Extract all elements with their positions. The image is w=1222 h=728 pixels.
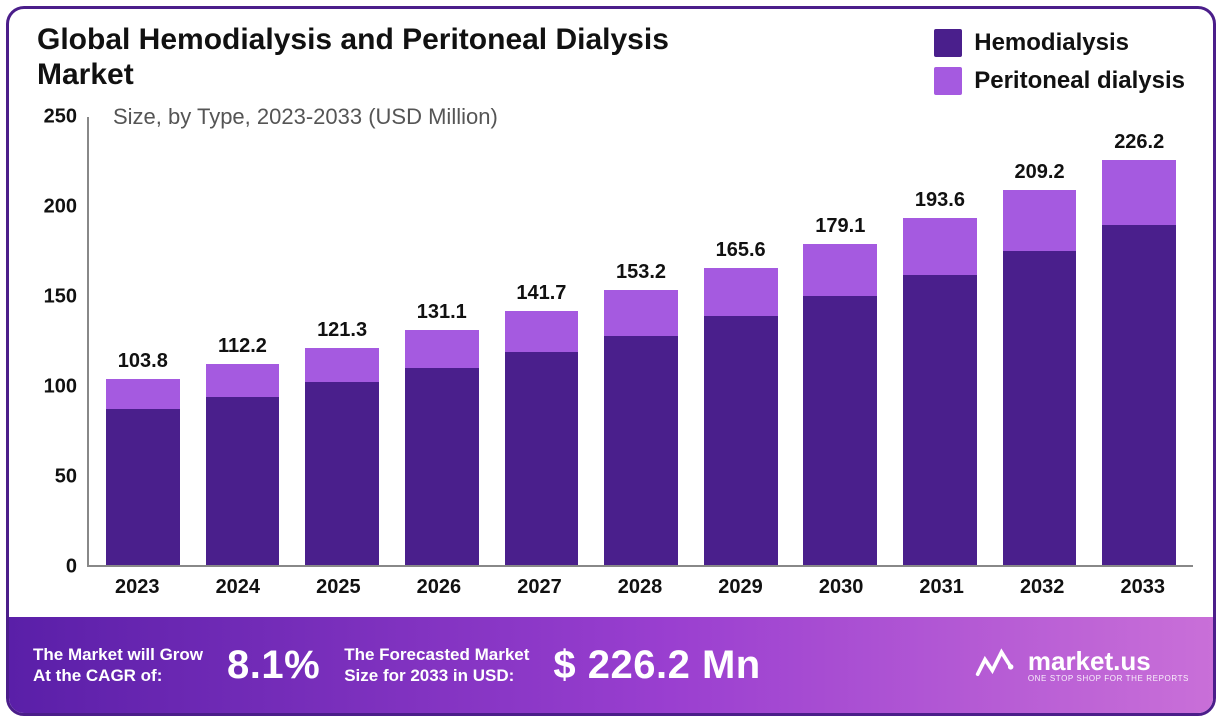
bar-segment-hemodialysis: [604, 336, 678, 565]
bar-segment-hemodialysis: [405, 368, 479, 565]
bar-segment-peritoneal: [704, 268, 778, 316]
bar-stack: [505, 117, 579, 565]
bar-segment-hemodialysis: [704, 316, 778, 565]
legend: Hemodialysis Peritoneal dialysis: [934, 23, 1185, 130]
bar-segment-peritoneal: [505, 311, 579, 352]
brand: market.us ONE STOP SHOP FOR THE REPORTS: [974, 643, 1189, 687]
bar-segment-hemodialysis: [903, 275, 977, 565]
bar-stack: [1102, 117, 1176, 565]
bars-container: 103.8112.2121.3131.1141.7153.2165.6179.1…: [89, 117, 1193, 565]
bar-segment-peritoneal: [305, 348, 379, 383]
cagr-value: 8.1%: [227, 643, 320, 688]
legend-label: Hemodialysis: [974, 29, 1129, 57]
bar-column: 209.2: [990, 117, 1090, 565]
bar-segment-hemodialysis: [803, 296, 877, 565]
y-tick: 0: [66, 556, 77, 579]
bar-total-label: 131.1: [392, 301, 492, 324]
bar-segment-hemodialysis: [106, 409, 180, 565]
cagr-label: The Market will GrowAt the CAGR of:: [33, 644, 203, 687]
bar-stack: [803, 117, 877, 565]
chart-title: Global Hemodialysis and Peritoneal Dialy…: [37, 23, 737, 92]
x-tick: 2025: [288, 576, 389, 599]
bar-column: 165.6: [691, 117, 791, 565]
bar-stack: [604, 117, 678, 565]
x-tick: 2029: [690, 576, 791, 599]
bar-segment-peritoneal: [206, 364, 280, 397]
bar-column: 141.7: [492, 117, 592, 565]
bar-total-label: 179.1: [790, 215, 890, 238]
x-tick: 2024: [188, 576, 289, 599]
y-tick: 200: [44, 196, 77, 219]
bar-segment-peritoneal: [604, 290, 678, 335]
x-tick: 2023: [87, 576, 188, 599]
legend-item-hemodialysis: Hemodialysis: [934, 29, 1185, 57]
bar-stack: [405, 117, 479, 565]
bar-total-label: 112.2: [193, 335, 293, 358]
x-tick: 2030: [791, 576, 892, 599]
x-tick: 2032: [992, 576, 1093, 599]
title-block: Global Hemodialysis and Peritoneal Dialy…: [37, 23, 737, 130]
bar-segment-peritoneal: [106, 379, 180, 409]
bar-total-label: 165.6: [691, 239, 791, 262]
bar-column: 121.3: [292, 117, 392, 565]
bar-stack: [106, 117, 180, 565]
legend-swatch: [934, 29, 962, 57]
bar-total-label: 103.8: [93, 350, 193, 373]
x-tick: 2028: [590, 576, 691, 599]
y-tick: 150: [44, 286, 77, 309]
bar-column: 112.2: [193, 117, 293, 565]
bar-column: 153.2: [591, 117, 691, 565]
bar-segment-hemodialysis: [1102, 225, 1176, 565]
bar-stack: [1003, 117, 1077, 565]
bar-segment-hemodialysis: [206, 397, 280, 565]
x-tick: 2027: [489, 576, 590, 599]
y-axis: 050100150200250: [29, 117, 83, 567]
x-tick: 2031: [891, 576, 992, 599]
bar-column: 226.2: [1089, 117, 1189, 565]
legend-swatch: [934, 67, 962, 95]
x-tick: 2026: [389, 576, 490, 599]
bar-total-label: 193.6: [890, 189, 990, 212]
bar-segment-peritoneal: [405, 330, 479, 368]
footer-banner: The Market will GrowAt the CAGR of: 8.1%…: [9, 617, 1213, 713]
bar-total-label: 141.7: [492, 282, 592, 305]
legend-label: Peritoneal dialysis: [974, 67, 1185, 95]
bar-segment-hemodialysis: [305, 382, 379, 565]
bar-column: 103.8: [93, 117, 193, 565]
chart-area: 050100150200250 103.8112.2121.3131.1141.…: [29, 117, 1193, 607]
chart-card: Global Hemodialysis and Peritoneal Dialy…: [6, 6, 1216, 716]
forecast-label: The Forecasted MarketSize for 2033 in US…: [344, 644, 529, 687]
y-tick: 50: [55, 466, 77, 489]
bar-total-label: 226.2: [1089, 131, 1189, 154]
bar-segment-peritoneal: [803, 244, 877, 296]
bar-total-label: 121.3: [292, 319, 392, 342]
bar-column: 193.6: [890, 117, 990, 565]
brand-logo-icon: [974, 643, 1018, 687]
bar-column: 179.1: [790, 117, 890, 565]
bar-segment-hemodialysis: [1003, 251, 1077, 565]
bar-segment-hemodialysis: [505, 352, 579, 565]
y-tick: 100: [44, 376, 77, 399]
header: Global Hemodialysis and Peritoneal Dialy…: [9, 9, 1213, 130]
bar-total-label: 153.2: [591, 261, 691, 284]
bar-segment-peritoneal: [903, 218, 977, 275]
brand-text: market.us ONE STOP SHOP FOR THE REPORTS: [1028, 648, 1189, 683]
bar-total-label: 209.2: [990, 161, 1090, 184]
brand-name: market.us: [1028, 648, 1189, 674]
y-tick: 250: [44, 106, 77, 129]
x-axis: 2023202420252026202720282029203020312032…: [87, 567, 1193, 607]
legend-item-peritoneal: Peritoneal dialysis: [934, 67, 1185, 95]
bar-stack: [704, 117, 778, 565]
bar-column: 131.1: [392, 117, 492, 565]
bar-segment-peritoneal: [1003, 190, 1077, 251]
bar-stack: [903, 117, 977, 565]
forecast-value: $ 226.2 Mn: [553, 643, 760, 688]
plot-area: 103.8112.2121.3131.1141.7153.2165.6179.1…: [87, 117, 1193, 567]
brand-tagline: ONE STOP SHOP FOR THE REPORTS: [1028, 674, 1189, 683]
bar-segment-peritoneal: [1102, 160, 1176, 225]
x-tick: 2033: [1092, 576, 1193, 599]
